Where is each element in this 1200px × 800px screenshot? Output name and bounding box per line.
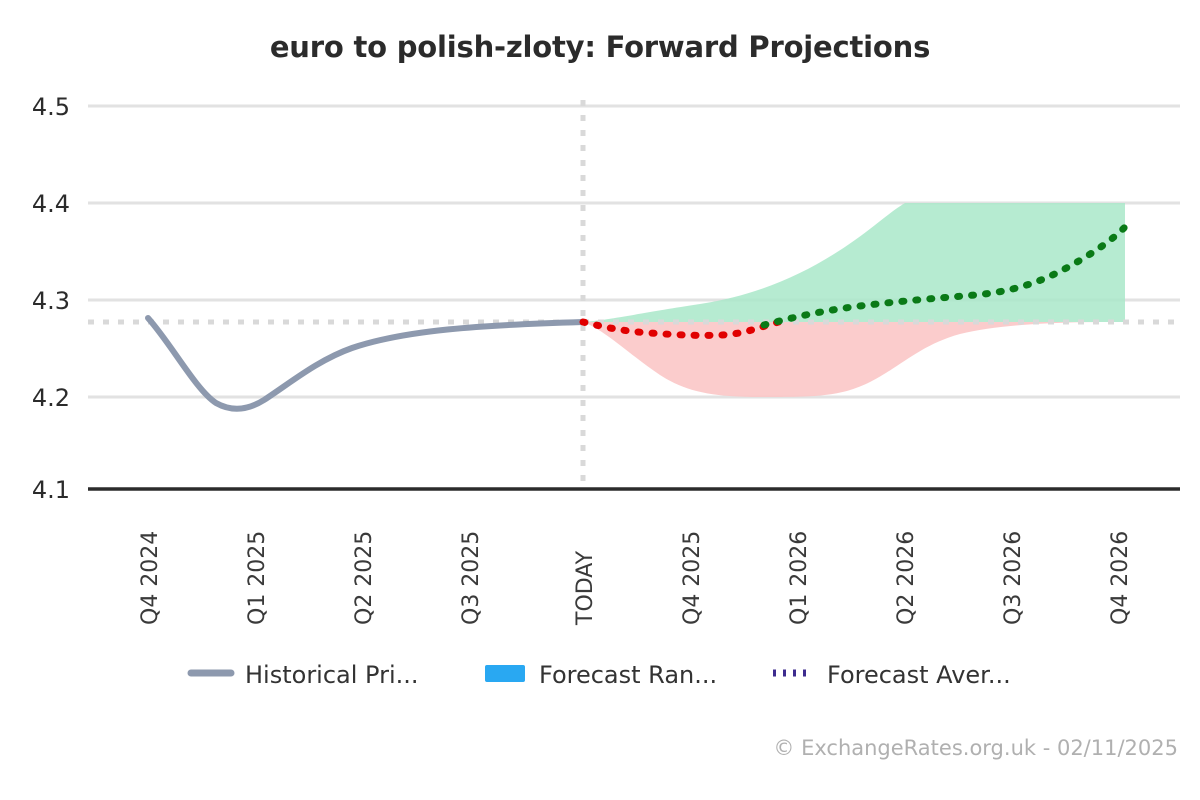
forecast-upper-band (583, 203, 1125, 322)
legend-label: Historical Pri... (245, 661, 419, 689)
legend-item-historical-price[interactable]: Historical Pri... (187, 661, 419, 689)
forecast-lower-band (583, 322, 1125, 397)
forecast-average-line-above (760, 223, 1129, 329)
x-tick-label: Q2 2026 (894, 531, 919, 625)
x-tick-label: Q4 2024 (138, 531, 163, 625)
y-axis-ticks: 4.5 4.4 4.3 4.2 4.1 (32, 93, 70, 504)
y-tick-label: 4.2 (32, 384, 70, 412)
page-title: euro to polish-zloty: Forward Projection… (269, 30, 931, 64)
x-tick-label: Q4 2025 (680, 531, 705, 625)
y-tick-label: 4.1 (32, 476, 70, 504)
x-tick-label: Q3 2025 (459, 531, 484, 625)
legend-square-icon (485, 665, 525, 682)
legend-item-forecast-average[interactable]: Forecast Aver... (773, 661, 1011, 689)
legend-label: Forecast Aver... (827, 661, 1011, 689)
copyright-footer: © ExchangeRates.org.uk - 02/11/2025 (773, 736, 1178, 760)
x-tick-label: Q4 2026 (1108, 531, 1133, 625)
x-tick-label: Q3 2026 (1001, 531, 1026, 625)
y-tick-label: 4.3 (32, 287, 70, 315)
x-tick-label: Q1 2025 (245, 531, 270, 625)
x-tick-label: TODAY (573, 550, 598, 626)
y-tick-label: 4.5 (32, 93, 70, 121)
y-tick-label: 4.4 (32, 190, 70, 218)
legend-label: Forecast Ran... (539, 661, 717, 689)
chart-legend: Historical Pri... Forecast Ran... Foreca… (187, 661, 1011, 689)
forecast-average-line-below (579, 317, 787, 339)
historical-price-line (145, 315, 586, 412)
x-tick-label: Q1 2026 (787, 531, 812, 625)
x-axis-ticks: Q4 2024 Q1 2025 Q2 2025 Q3 2025 TODAY Q4… (138, 531, 1133, 626)
x-tick-label: Q2 2025 (352, 531, 377, 625)
legend-item-forecast-range[interactable]: Forecast Ran... (485, 661, 717, 689)
